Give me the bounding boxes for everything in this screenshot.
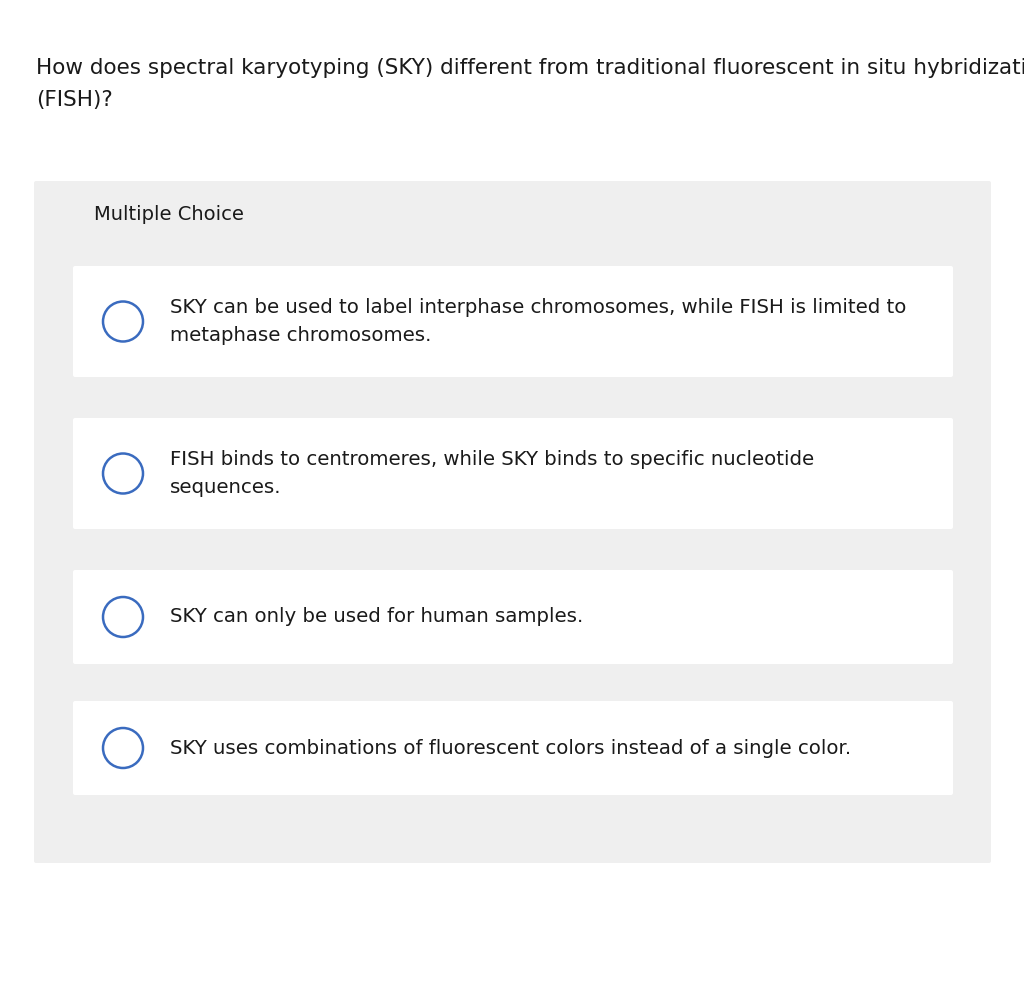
Text: Multiple Choice: Multiple Choice <box>94 205 244 224</box>
Text: SKY can be used to label interphase chromosomes, while FISH is limited to
metaph: SKY can be used to label interphase chro… <box>170 298 906 345</box>
FancyBboxPatch shape <box>73 418 953 529</box>
Text: How does spectral karyotyping (SKY) different from traditional fluorescent in si: How does spectral karyotyping (SKY) diff… <box>36 58 1024 78</box>
Circle shape <box>103 597 143 637</box>
FancyBboxPatch shape <box>73 701 953 795</box>
FancyBboxPatch shape <box>73 570 953 664</box>
Text: (FISH)?: (FISH)? <box>36 90 113 110</box>
Circle shape <box>103 728 143 768</box>
Circle shape <box>103 453 143 493</box>
Text: SKY uses combinations of fluorescent colors instead of a single color.: SKY uses combinations of fluorescent col… <box>170 739 851 757</box>
Text: FISH binds to centromeres, while SKY binds to specific nucleotide
sequences.: FISH binds to centromeres, while SKY bin… <box>170 450 814 497</box>
FancyBboxPatch shape <box>73 266 953 377</box>
FancyBboxPatch shape <box>34 181 991 863</box>
Text: SKY can only be used for human samples.: SKY can only be used for human samples. <box>170 607 584 627</box>
Circle shape <box>103 301 143 341</box>
